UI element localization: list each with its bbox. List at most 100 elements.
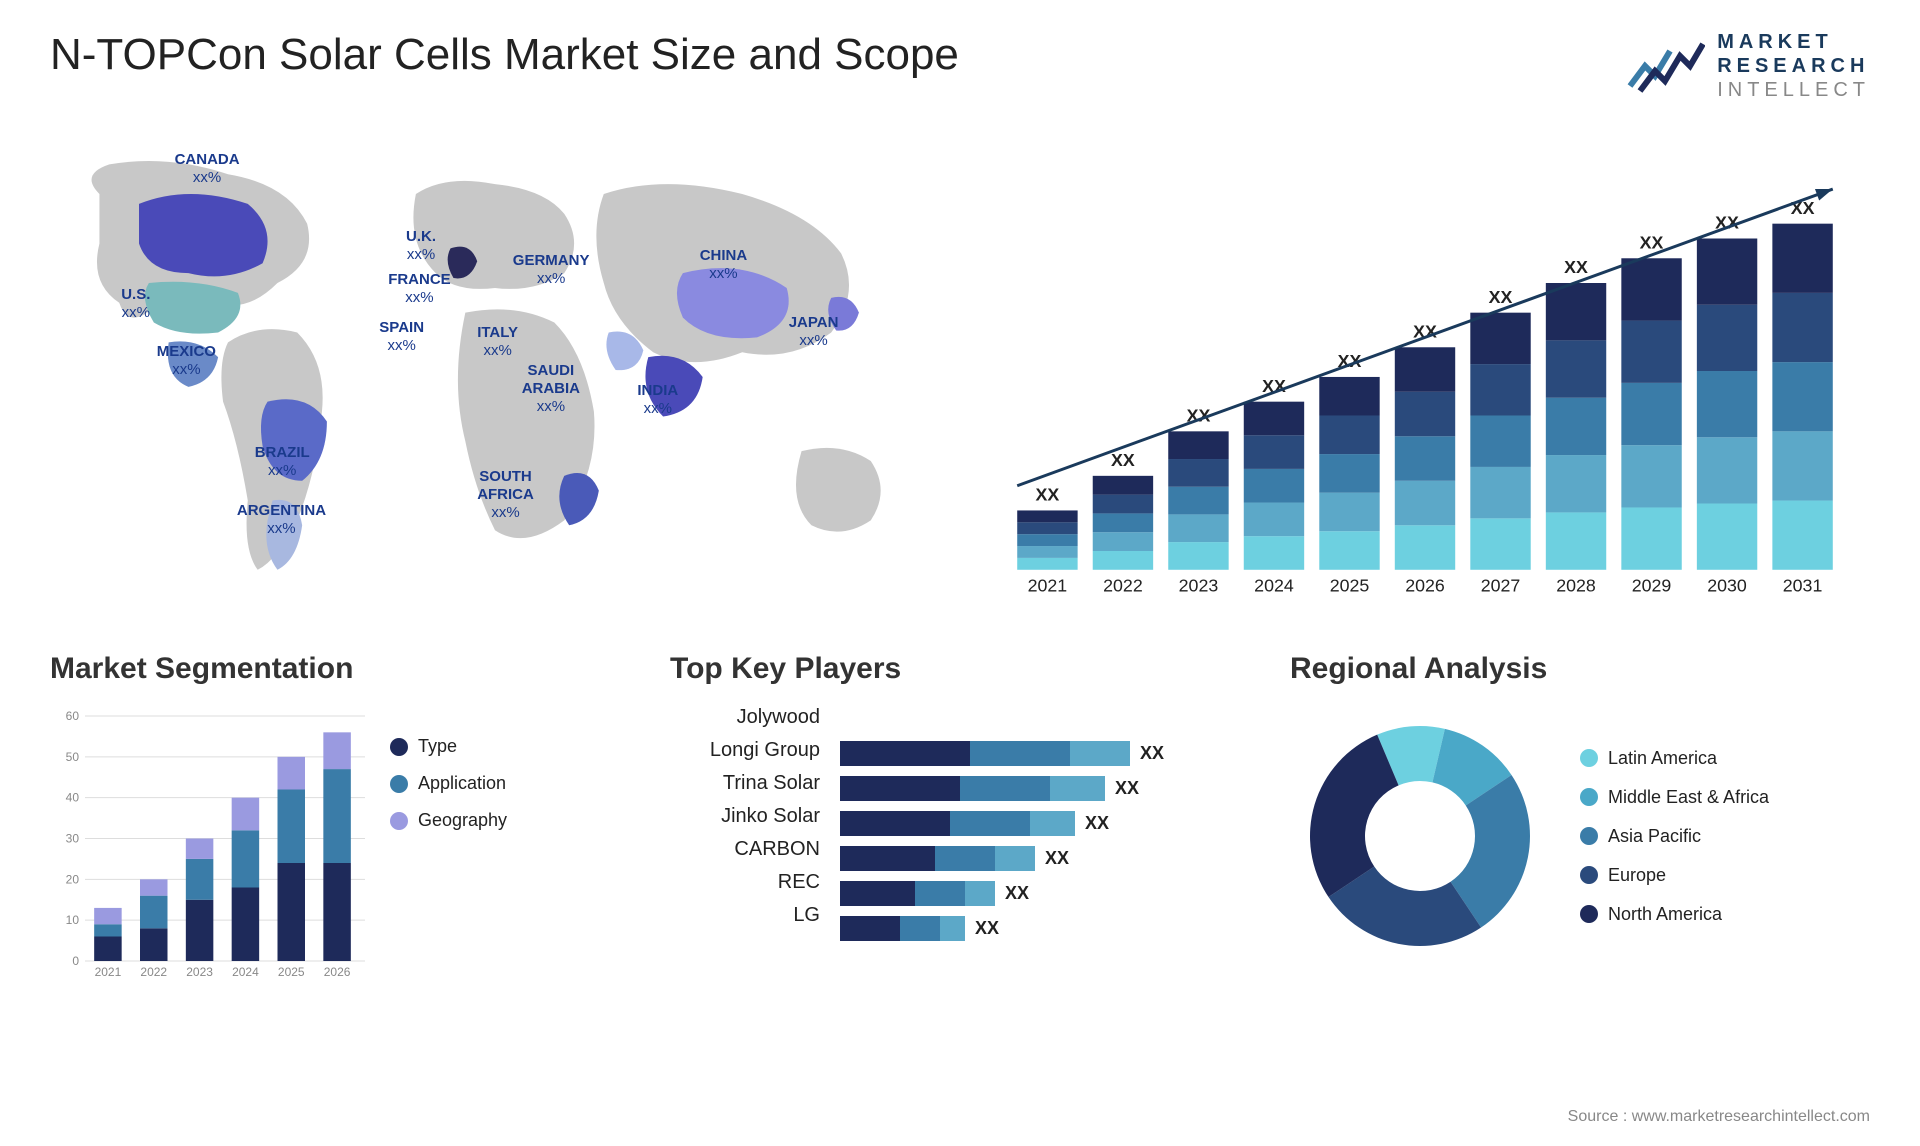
legend-item: North America <box>1580 904 1769 925</box>
country-label: JAPANxx% <box>789 314 839 350</box>
ytick-label: 40 <box>66 791 80 805</box>
donut-legend: Latin AmericaMiddle East & AfricaAsia Pa… <box>1580 748 1769 925</box>
player-row: XX <box>840 916 1250 941</box>
bar-value-label: XX <box>1489 287 1513 307</box>
regional-title: Regional Analysis <box>1290 652 1870 686</box>
legend-item: Europe <box>1580 865 1769 886</box>
main-bar-seg <box>1470 518 1530 569</box>
main-bar-seg <box>1772 224 1832 293</box>
legend-label: Europe <box>1608 865 1666 886</box>
player-bar <box>840 811 1075 836</box>
main-bar-seg <box>1093 495 1153 514</box>
bar-year-label: 2023 <box>1179 576 1219 596</box>
legend-item: Geography <box>390 810 507 831</box>
country-label: SOUTHAFRICAxx% <box>477 468 534 522</box>
trend-arrowhead <box>1815 189 1833 200</box>
player-value: XX <box>1045 848 1069 869</box>
ytick-label: 10 <box>66 913 80 927</box>
main-bar-seg <box>1470 416 1530 467</box>
main-bar-seg <box>1395 347 1455 392</box>
bar-year-label: 2024 <box>1254 576 1294 596</box>
seg-bar <box>140 879 168 895</box>
player-bar-seg <box>840 811 950 836</box>
legend-item: Application <box>390 773 507 794</box>
country-label: CHINAxx% <box>700 247 748 283</box>
seg-bar <box>232 830 260 887</box>
main-bar-seg <box>1017 522 1077 534</box>
country-label: U.S.xx% <box>121 286 150 322</box>
player-bar <box>840 916 965 941</box>
regional-section: Regional Analysis Latin America Middle Ea… <box>1290 652 1870 986</box>
bar-year-label: 2028 <box>1556 576 1596 596</box>
main-bar-seg <box>1017 534 1077 546</box>
main-bar-seg <box>1697 239 1757 305</box>
seg-bar <box>323 769 351 863</box>
players-list: JolywoodLongi GroupTrina SolarJinko Sola… <box>670 706 820 941</box>
seg-bar <box>323 863 351 961</box>
ytick-label: 50 <box>66 750 80 764</box>
legend-item: Middle East & Africa <box>1580 787 1769 808</box>
main-bar-seg <box>1319 377 1379 416</box>
players-title: Top Key Players <box>670 652 1250 686</box>
legend-label: Middle East & Africa <box>1608 787 1769 808</box>
players-bars: XXXXXXXXXXXX <box>840 706 1250 941</box>
seg-bar <box>278 757 306 790</box>
seg-bar <box>94 924 122 936</box>
main-bar-seg <box>1772 293 1832 362</box>
bar-value-label: XX <box>1640 232 1664 252</box>
main-bar-seg <box>1093 513 1153 532</box>
country-label: BRAZILxx% <box>255 444 310 480</box>
player-bar-seg <box>1050 776 1105 801</box>
seg-bar <box>140 928 168 961</box>
main-bar-seg <box>1244 536 1304 570</box>
legend-label: Application <box>418 773 506 794</box>
main-bar-seg <box>1621 445 1681 507</box>
main-bar-seg <box>1470 313 1530 364</box>
main-bar-seg <box>1168 459 1228 487</box>
player-bar-seg <box>1030 811 1075 836</box>
main-bar-chart: XX2021XX2022XX2023XX2024XX2025XX2026XX20… <box>980 132 1870 612</box>
player-row: XX <box>840 776 1250 801</box>
seg-xtick: 2025 <box>278 965 305 979</box>
main-bar-seg <box>1395 481 1455 526</box>
main-bar-seg <box>1395 436 1455 481</box>
logo-line1: MARKET <box>1717 30 1870 54</box>
main-bar-seg <box>1697 504 1757 570</box>
legend-dot <box>1580 827 1598 845</box>
country-label: SPAINxx% <box>379 319 424 355</box>
segmentation-chart: 0102030405060202120222023202420252026 <box>50 706 370 986</box>
seg-xtick: 2024 <box>232 965 259 979</box>
player-bar-seg <box>840 881 915 906</box>
player-name: CARBON <box>670 838 820 861</box>
player-bar-seg <box>840 776 960 801</box>
main-bar-seg <box>1319 493 1379 532</box>
player-bar-seg <box>940 916 965 941</box>
bar-year-label: 2025 <box>1330 576 1370 596</box>
player-value: XX <box>1005 883 1029 904</box>
ytick-label: 60 <box>66 709 80 723</box>
page-title: N-TOPCon Solar Cells Market Size and Sco… <box>50 30 959 80</box>
player-bar-seg <box>970 741 1070 766</box>
main-bar-seg <box>1319 531 1379 570</box>
legend-label: Geography <box>418 810 507 831</box>
seg-xtick: 2022 <box>140 965 167 979</box>
main-bar-seg <box>1168 542 1228 570</box>
main-bar-seg <box>1546 455 1606 512</box>
player-bar-seg <box>840 741 970 766</box>
player-value: XX <box>1085 813 1109 834</box>
legend-dot <box>1580 788 1598 806</box>
seg-xtick: 2021 <box>95 965 122 979</box>
logo-icon <box>1625 36 1705 96</box>
player-name: Longi Group <box>670 739 820 762</box>
brand-logo: MARKET RESEARCH INTELLECT <box>1625 30 1870 102</box>
seg-bar <box>186 900 214 961</box>
main-bar-seg <box>1546 512 1606 569</box>
player-bar <box>840 741 1130 766</box>
players-section: Top Key Players JolywoodLongi GroupTrina… <box>670 652 1250 986</box>
player-bar-seg <box>935 846 995 871</box>
legend-label: Latin America <box>1608 748 1717 769</box>
legend-item: Latin America <box>1580 748 1769 769</box>
main-bar-seg <box>1697 305 1757 371</box>
player-name: Trina Solar <box>670 772 820 795</box>
main-bar-seg <box>1621 507 1681 569</box>
